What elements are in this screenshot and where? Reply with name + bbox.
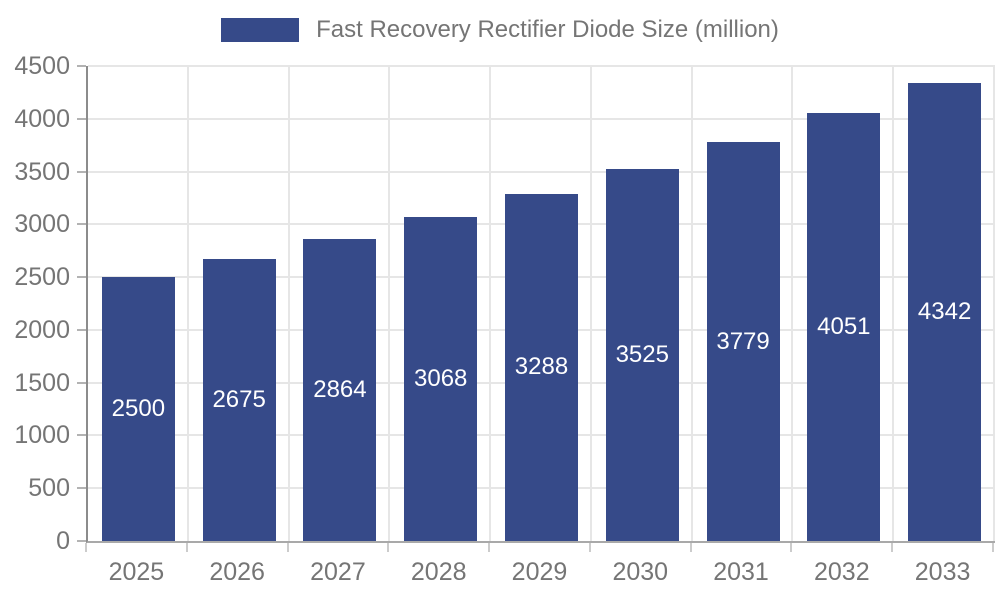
bar: 2864 bbox=[303, 238, 377, 541]
bar-value-label: 3779 bbox=[716, 327, 770, 355]
x-axis-tick bbox=[689, 543, 692, 552]
y-axis-tick bbox=[77, 65, 86, 67]
x-tick-label: 2033 bbox=[914, 558, 971, 586]
bar: 3288 bbox=[505, 193, 578, 541]
y-tick-label: 1000 bbox=[14, 421, 70, 450]
y-axis-tick bbox=[77, 540, 86, 542]
bar-value-label: 3068 bbox=[414, 365, 468, 393]
x-axis-tick bbox=[588, 543, 591, 552]
x-axis-tick bbox=[286, 543, 289, 552]
y-tick-label: 2000 bbox=[14, 315, 70, 344]
bar: 3068 bbox=[404, 217, 478, 541]
gridline-vertical bbox=[388, 66, 391, 541]
x-tick-label: 2025 bbox=[108, 558, 165, 586]
gridline-vertical bbox=[186, 66, 189, 541]
x-axis-tick bbox=[891, 543, 894, 552]
y-tick-label: 2500 bbox=[14, 263, 70, 292]
bar: 2500 bbox=[101, 277, 175, 541]
y-tick-label: 1500 bbox=[14, 368, 70, 397]
x-axis-tick bbox=[992, 543, 994, 552]
gridline-vertical bbox=[287, 66, 290, 541]
y-tick-label: 500 bbox=[28, 474, 70, 503]
gridline-horizontal bbox=[88, 117, 995, 120]
y-tick-label: 3500 bbox=[14, 157, 70, 186]
bar-value-label: 3525 bbox=[615, 340, 669, 368]
gridline-vertical bbox=[690, 66, 693, 541]
gridline-vertical bbox=[589, 66, 592, 541]
plot-area: 2500 2675 2864 3068 3288 3525 3779 4051 4342 bbox=[86, 65, 995, 543]
y-axis-tick bbox=[77, 276, 86, 279]
bar-value-label: 2500 bbox=[111, 395, 166, 423]
y-axis-tick bbox=[77, 487, 86, 490]
bar-value-label: 4051 bbox=[817, 313, 871, 341]
gridline-vertical bbox=[892, 66, 895, 541]
x-tick-label: 2031 bbox=[713, 558, 769, 586]
gridline-vertical bbox=[791, 66, 794, 541]
x-axis-tick bbox=[85, 543, 87, 552]
x-axis-tick bbox=[387, 543, 390, 552]
bar-value-label: 4342 bbox=[917, 297, 972, 325]
x-tick-label: 2029 bbox=[511, 558, 568, 586]
bar: 2675 bbox=[202, 258, 276, 541]
y-axis-tick bbox=[77, 170, 86, 173]
x-tick-label: 2032 bbox=[814, 558, 870, 586]
bar-value-label: 3288 bbox=[514, 353, 569, 381]
legend-label: Fast Recovery Rectifier Diode Size (mill… bbox=[316, 16, 779, 43]
bar-value-label: 2675 bbox=[212, 385, 266, 413]
x-tick-label: 2030 bbox=[612, 558, 669, 586]
y-axis-tick bbox=[77, 223, 86, 226]
x-axis-tick bbox=[185, 543, 188, 552]
y-tick-label: 0 bbox=[56, 527, 70, 555]
bar: 4051 bbox=[807, 113, 881, 541]
legend-swatch bbox=[221, 18, 300, 42]
x-tick-label: 2026 bbox=[209, 558, 265, 586]
y-tick-label: 4000 bbox=[14, 104, 70, 133]
gridline-horizontal bbox=[88, 65, 995, 67]
y-axis-tick bbox=[77, 381, 86, 384]
bar: 4342 bbox=[908, 82, 982, 541]
x-tick-label: 2028 bbox=[410, 558, 467, 586]
legend: Fast Recovery Rectifier Diode Size (mill… bbox=[0, 16, 1000, 44]
x-axis-tick bbox=[488, 543, 491, 552]
x-tick-label: 2027 bbox=[310, 558, 366, 586]
bar: 3779 bbox=[706, 142, 780, 541]
x-axis-tick bbox=[790, 543, 793, 552]
y-tick-label: 4500 bbox=[14, 52, 70, 80]
gridline-vertical bbox=[993, 66, 995, 541]
gridline-horizontal bbox=[88, 170, 995, 173]
y-axis-tick bbox=[77, 434, 86, 437]
y-axis-tick bbox=[77, 117, 86, 120]
y-axis-tick bbox=[77, 328, 86, 331]
bar: 3525 bbox=[605, 168, 679, 541]
bar-value-label: 2864 bbox=[313, 375, 367, 403]
gridline-vertical bbox=[489, 66, 492, 541]
y-tick-label: 3000 bbox=[14, 210, 70, 239]
